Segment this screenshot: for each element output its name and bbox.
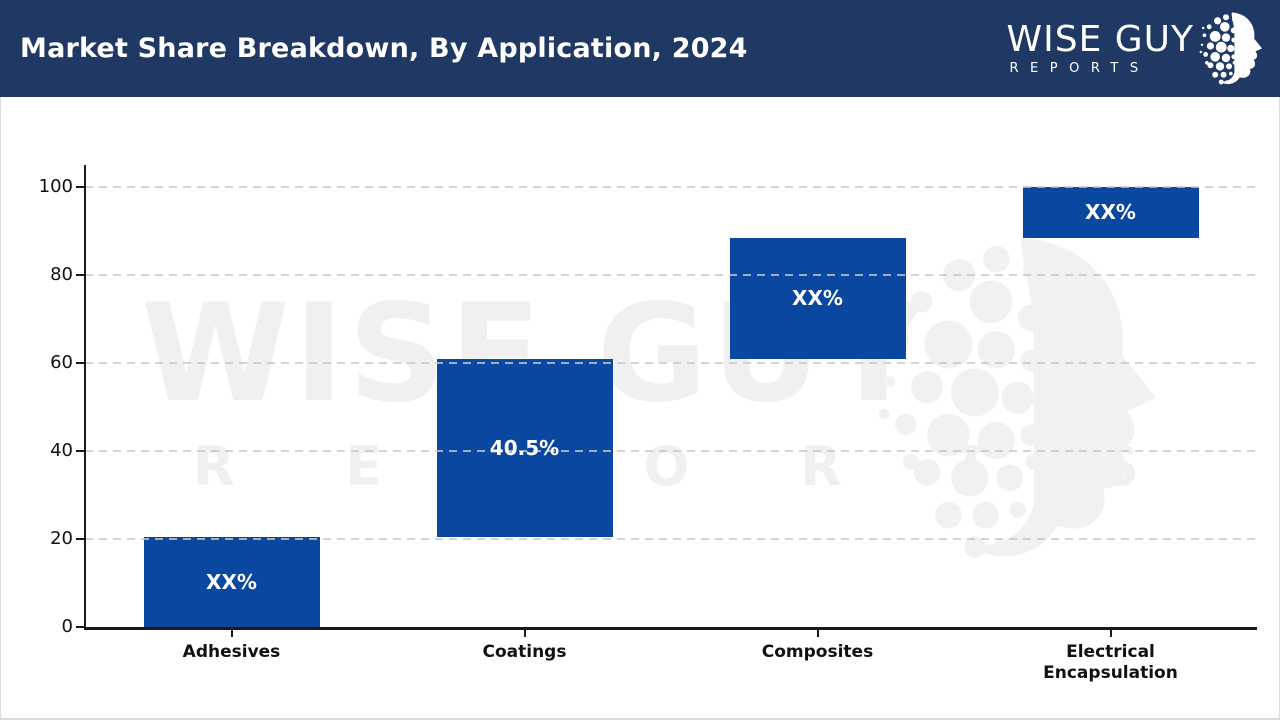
x-tick-mark: [816, 630, 819, 637]
y-tick-label: 60: [50, 352, 73, 373]
brand-logo-text: WISE GUY REPORTS: [1006, 18, 1195, 76]
page-title: Market Share Breakdown, By Application, …: [20, 33, 748, 64]
x-category-label: Composites: [761, 642, 874, 662]
gridline: [85, 450, 1257, 452]
y-tick-label: 80: [50, 264, 73, 285]
y-tick-mark: [76, 274, 84, 276]
y-tick-mark: [76, 538, 84, 540]
bar: [1022, 187, 1199, 238]
bar-value-label: 40.5%: [489, 435, 560, 460]
x-axis-line: [84, 627, 1257, 630]
y-tick-label: 100: [38, 176, 73, 197]
bar-value-label: XX%: [792, 286, 843, 311]
x-tick-mark: [230, 630, 233, 637]
y-tick-mark: [76, 186, 84, 188]
bar: [436, 358, 613, 537]
gridline: [85, 186, 1257, 188]
dotted-head-logo-icon: [1199, 11, 1262, 84]
x-tick-mark: [1109, 630, 1112, 637]
bar-value-label: XX%: [206, 569, 257, 594]
gridline: [85, 362, 1257, 364]
y-tick-mark: [76, 626, 84, 628]
bar: [143, 536, 320, 627]
brand-logo: WISE GUY REPORTS: [1007, 8, 1269, 90]
y-tick-label: 20: [50, 528, 73, 549]
brand-name: WISE GUY: [1006, 18, 1194, 60]
x-category-label: Electrical Encapsulation: [1043, 642, 1178, 683]
x-category-label: Adhesives: [182, 642, 281, 662]
watermark-head-icon: [879, 237, 1157, 558]
brand-subname: REPORTS: [1009, 60, 1150, 76]
header-bar: Market Share Breakdown, By Application, …: [0, 0, 1280, 97]
gridline: [85, 538, 1257, 540]
chart-area: WISE GUY R E P O R T S 0 20 40 60 80 100 XX% 40…: [0, 97, 1280, 720]
gridline: [85, 274, 1257, 276]
bar: [729, 237, 906, 359]
y-tick-label: 40: [50, 440, 73, 461]
x-tick-mark: [523, 630, 526, 637]
bar-value-label: XX%: [1085, 200, 1136, 225]
x-category-label: Coatings: [482, 642, 567, 662]
y-tick-mark: [76, 450, 84, 452]
y-tick-label: 0: [61, 616, 73, 637]
y-tick-mark: [76, 362, 84, 364]
y-axis-line: [84, 165, 86, 630]
